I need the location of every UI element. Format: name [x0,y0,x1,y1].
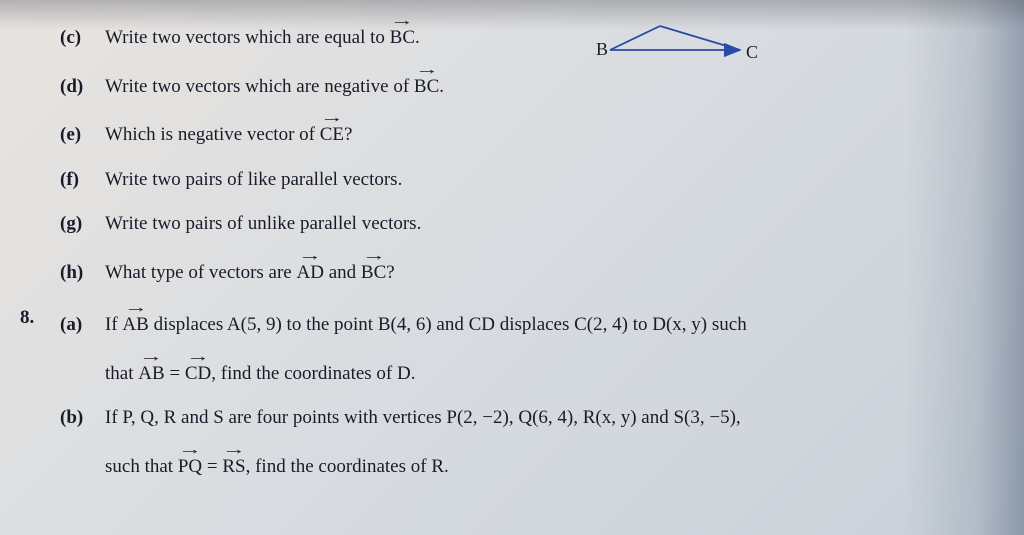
label-g: (g) [60,213,105,235]
text-f: Write two pairs of like parallel vectors… [105,166,402,195]
label-e: (e) [60,124,105,146]
diagram-svg: B C [590,20,790,60]
question-f: (f) Write two pairs of like parallel vec… [60,166,984,195]
text-8a-line1: If AB displaces A(5, 9) to the point B(4… [105,307,747,340]
text-8b-line2: such that PQ = RS, find the coordinates … [105,449,984,482]
text-8a-line2: that AB = CD, find the coordinates of D. [105,356,984,389]
question-8b: (b) If P, Q, R and S are four points wit… [60,404,984,433]
question-e: (e) Which is negative vector of CE? [60,117,984,150]
label-d: (d) [60,76,105,98]
question-h: (h) What type of vectors are AD and BC? [60,255,984,288]
text-h: What type of vectors are AD and BC? [105,255,395,288]
label-8b: (b) [60,407,105,429]
question-8a: 8. (a) If AB displaces A(5, 9) to the po… [60,307,984,340]
question-number-8: 8. [20,307,34,329]
svg-text:B: B [596,39,608,59]
text-e: Which is negative vector of CE? [105,117,352,150]
text-d: Write two vectors which are negative of … [105,69,444,102]
svg-text:C: C [746,42,758,60]
label-f: (f) [60,169,105,191]
question-c: (c) Write two vectors which are equal to… [60,20,984,53]
label-8a: (a) [60,314,105,336]
text-c: Write two vectors which are equal to BC. [105,20,420,53]
label-h: (h) [60,262,105,284]
text-g: Write two pairs of unlike parallel vecto… [105,210,421,239]
label-c: (c) [60,27,105,49]
vector-diagram: B C [590,20,790,60]
question-d: (d) Write two vectors which are negative… [60,69,984,102]
text-8b-line1: If P, Q, R and S are four points with ve… [105,404,741,433]
question-g: (g) Write two pairs of unlike parallel v… [60,210,984,239]
